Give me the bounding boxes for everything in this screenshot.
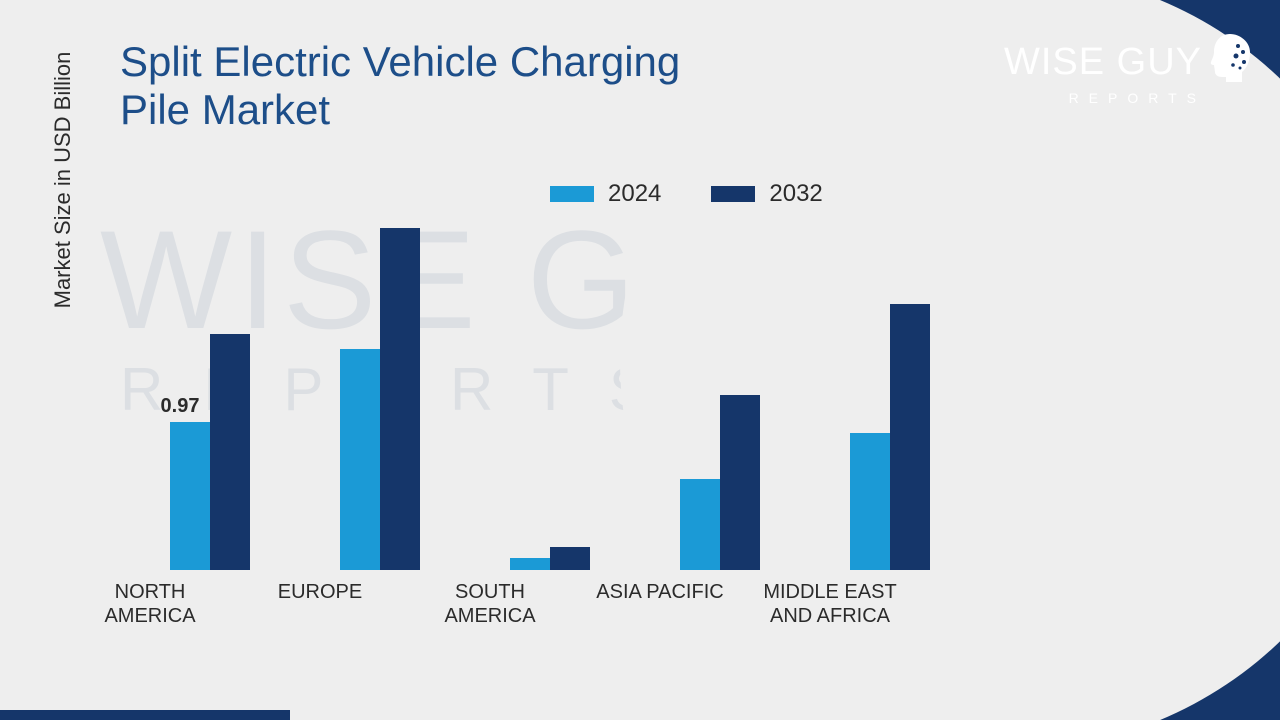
bar-2032 bbox=[720, 395, 760, 570]
category-label: MIDDLE EAST AND AFRICA bbox=[760, 580, 900, 628]
legend-swatch-2032 bbox=[711, 186, 755, 202]
logo-line1-text: WISE GUY bbox=[1004, 41, 1202, 84]
bar-2032 bbox=[210, 334, 250, 570]
bar-value-label: 0.97 bbox=[150, 395, 210, 418]
chart-legend: 2024 2032 bbox=[550, 180, 823, 208]
legend-label-2032: 2032 bbox=[769, 180, 822, 208]
category-label: SOUTH AMERICA bbox=[420, 580, 560, 628]
brand-logo: WISE GUY REPORTS bbox=[1004, 32, 1252, 106]
category-label: ASIA PACIFIC bbox=[590, 580, 730, 604]
bar-2024 bbox=[170, 422, 210, 570]
bottom-accent-strip bbox=[0, 710, 290, 720]
y-axis-label: Market Size in USD Billion bbox=[50, 0, 76, 370]
head-silhouette-icon bbox=[1208, 32, 1252, 92]
bar-2024 bbox=[510, 558, 550, 570]
bar-2032 bbox=[890, 304, 930, 570]
chart-canvas: WISE GUY REPORTS WISE GUY REPORTS Split … bbox=[0, 0, 1280, 720]
category-label: NORTH AMERICA bbox=[80, 580, 220, 628]
plot-area: 0.97 bbox=[120, 220, 980, 570]
bar-2024 bbox=[850, 433, 890, 570]
category-label: EUROPE bbox=[250, 580, 390, 604]
bar-2032 bbox=[550, 547, 590, 570]
legend-item-2024: 2024 bbox=[550, 180, 661, 208]
bar-2024 bbox=[680, 479, 720, 570]
legend-label-2024: 2024 bbox=[608, 180, 661, 208]
bar-2024 bbox=[340, 349, 380, 570]
legend-swatch-2024 bbox=[550, 186, 594, 202]
logo-line1: WISE GUY bbox=[1004, 32, 1252, 92]
chart-title: Split Electric Vehicle Charging Pile Mar… bbox=[120, 38, 750, 135]
logo-line2: REPORTS bbox=[1004, 90, 1252, 106]
legend-item-2032: 2032 bbox=[711, 180, 822, 208]
bar-2032 bbox=[380, 228, 420, 570]
bar-chart: Market Size in USD Billion 2024 2032 0.9… bbox=[60, 170, 980, 700]
